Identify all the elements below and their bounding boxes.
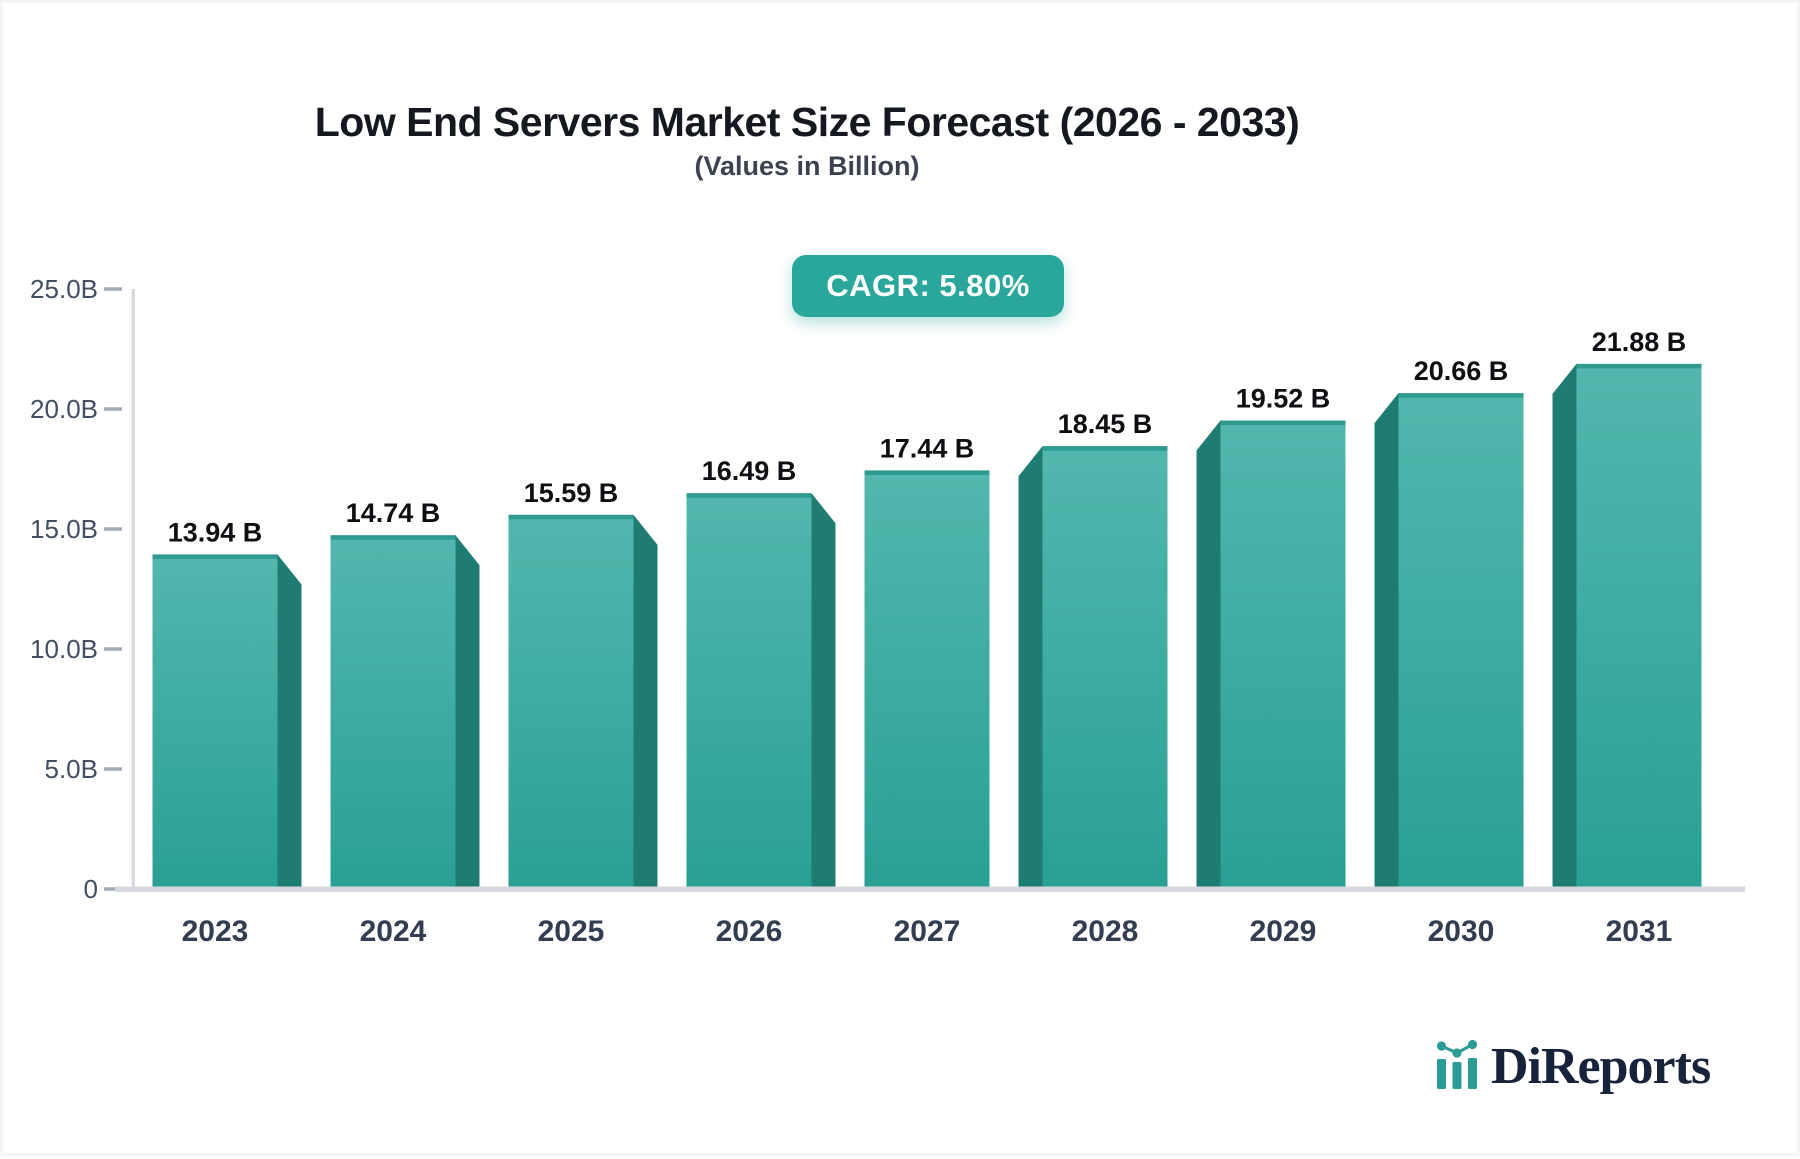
cagr-badge-label: CAGR: 5.80% — [826, 268, 1030, 303]
y-tick-label: 10.0B — [30, 634, 98, 664]
y-tick-mark — [104, 767, 122, 771]
bar-2031 — [1576, 363, 1702, 889]
y-tick-mark — [104, 407, 122, 411]
x-tick-label: 2026 — [716, 915, 783, 948]
x-tick-label: 2028 — [1072, 915, 1139, 948]
bar-top-edge — [864, 470, 990, 475]
bar-top-edge — [508, 514, 634, 520]
cagr-badge: CAGR: 5.80% — [792, 255, 1064, 317]
direports-logo-text: DiReports — [1491, 1038, 1711, 1096]
y-tick-label: 25.0B — [30, 274, 98, 304]
bar-2023 — [152, 554, 278, 889]
chart-card: Low End Servers Market Size Forecast (20… — [3, 3, 1800, 1159]
bar-top-edge — [1042, 446, 1168, 451]
y-tick-mark — [104, 887, 122, 891]
bar-side-face — [1552, 363, 1577, 889]
x-tick-label: 2029 — [1250, 915, 1317, 948]
direports-logo-icon — [1436, 1039, 1478, 1089]
x-tick-label: 2030 — [1428, 915, 1495, 948]
bar-top-edge — [1398, 393, 1524, 398]
y-tick-label: 5.0B — [45, 754, 99, 784]
bar-value-label: 20.66 B — [1414, 356, 1509, 386]
bar-side-face — [277, 554, 302, 889]
bar-side-face — [811, 493, 836, 889]
y-tick-label: 20.0B — [30, 394, 98, 424]
bar-2026 — [686, 493, 812, 889]
bar-side-face — [1374, 393, 1399, 889]
bar-side-face — [455, 535, 480, 889]
y-tick-mark — [104, 287, 122, 291]
bar-top-edge — [152, 554, 278, 559]
bar-top-edge — [1576, 363, 1702, 369]
bar-top-edge — [1220, 420, 1346, 426]
bar-side-face — [1018, 446, 1043, 889]
bar-value-label: 21.88 B — [1592, 327, 1687, 357]
bar-2024 — [330, 535, 456, 889]
bar-2025 — [508, 514, 634, 889]
y-tick-label: 15.0B — [30, 514, 98, 544]
bar-side-face — [633, 514, 658, 889]
bar-2027 — [864, 470, 990, 889]
bar-value-label: 16.49 B — [702, 456, 797, 486]
bar-value-label: 13.94 B — [168, 517, 263, 547]
chart-subtitle: (Values in Billion) — [694, 151, 920, 181]
bar-value-label: 18.45 B — [1058, 409, 1153, 439]
x-axis-baseline — [115, 886, 1745, 892]
x-tick-label: 2023 — [182, 915, 249, 948]
bar-top-edge — [330, 535, 456, 540]
bar-top-edge — [686, 493, 812, 498]
bar-chart: 0 5.0B 10.0B 15.0B 20.0B 25.0B 13.94 B 2023 14.7… — [30, 274, 1745, 948]
y-tick-mark — [104, 647, 122, 651]
direports-logo: DiReports — [1435, 1038, 1711, 1096]
x-tick-label: 2024 — [360, 915, 427, 948]
bar-value-label: 14.74 B — [346, 498, 441, 528]
bar-2030 — [1398, 393, 1524, 889]
bar-2029 — [1220, 420, 1346, 889]
y-tick-mark — [104, 527, 122, 531]
bar-side-face — [1196, 420, 1221, 889]
x-tick-label: 2031 — [1606, 915, 1673, 948]
x-tick-label: 2027 — [894, 915, 961, 948]
y-tick-label: 0 — [84, 874, 98, 904]
x-tick-label: 2025 — [538, 915, 605, 948]
chart-title: Low End Servers Market Size Forecast (20… — [314, 99, 1300, 145]
bar-value-label: 19.52 B — [1236, 384, 1331, 414]
bar-value-label: 17.44 B — [880, 433, 975, 463]
bar-2028 — [1042, 446, 1168, 889]
y-axis-line — [131, 289, 135, 889]
bar-value-label: 15.59 B — [524, 478, 619, 508]
